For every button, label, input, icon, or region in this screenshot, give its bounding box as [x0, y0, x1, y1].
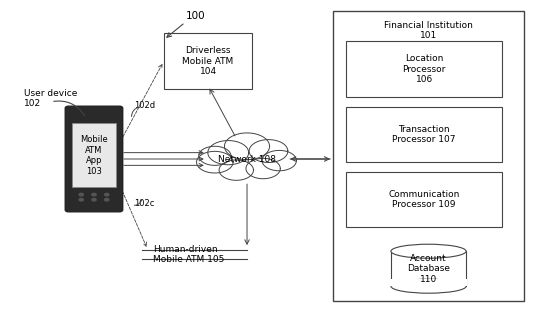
Circle shape	[79, 193, 83, 196]
Text: User device
102: User device 102	[24, 89, 77, 108]
Bar	[346, 107, 502, 162]
Bar	[390, 279, 467, 286]
Circle shape	[105, 193, 109, 196]
Text: 100: 100	[186, 11, 206, 21]
Text: 102c: 102c	[134, 199, 155, 208]
Text: Human-driven
Mobile ATM 105: Human-driven Mobile ATM 105	[153, 245, 224, 264]
Circle shape	[199, 146, 231, 165]
Circle shape	[92, 198, 96, 201]
Bar	[72, 123, 116, 188]
Text: Financial Institution
101: Financial Institution 101	[384, 21, 473, 40]
Circle shape	[219, 160, 253, 180]
Text: Mobile
ATM
App
103: Mobile ATM App 103	[80, 135, 108, 176]
Bar	[164, 33, 252, 89]
Circle shape	[79, 198, 83, 201]
Circle shape	[224, 133, 270, 160]
Circle shape	[249, 140, 288, 162]
Text: Driverless
Mobile ATM
104: Driverless Mobile ATM 104	[183, 46, 234, 76]
Bar	[346, 41, 502, 97]
Circle shape	[262, 150, 296, 171]
Circle shape	[246, 158, 280, 179]
Ellipse shape	[391, 279, 466, 293]
Bar	[333, 11, 524, 301]
Bar	[346, 172, 502, 227]
Text: 102d: 102d	[134, 101, 155, 110]
Text: Network 108: Network 108	[218, 155, 276, 163]
Circle shape	[92, 193, 96, 196]
Ellipse shape	[391, 244, 466, 258]
Text: Location
Processor
106: Location Processor 106	[403, 54, 446, 84]
FancyBboxPatch shape	[65, 106, 122, 212]
Text: Account
Database
110: Account Database 110	[407, 254, 450, 284]
Circle shape	[105, 198, 109, 201]
Circle shape	[217, 142, 277, 176]
Text: Transaction
Processor 107: Transaction Processor 107	[393, 125, 456, 144]
Circle shape	[208, 141, 249, 165]
Bar	[391, 251, 466, 286]
Text: Communication
Processor 109: Communication Processor 109	[389, 190, 460, 209]
Circle shape	[197, 151, 233, 173]
